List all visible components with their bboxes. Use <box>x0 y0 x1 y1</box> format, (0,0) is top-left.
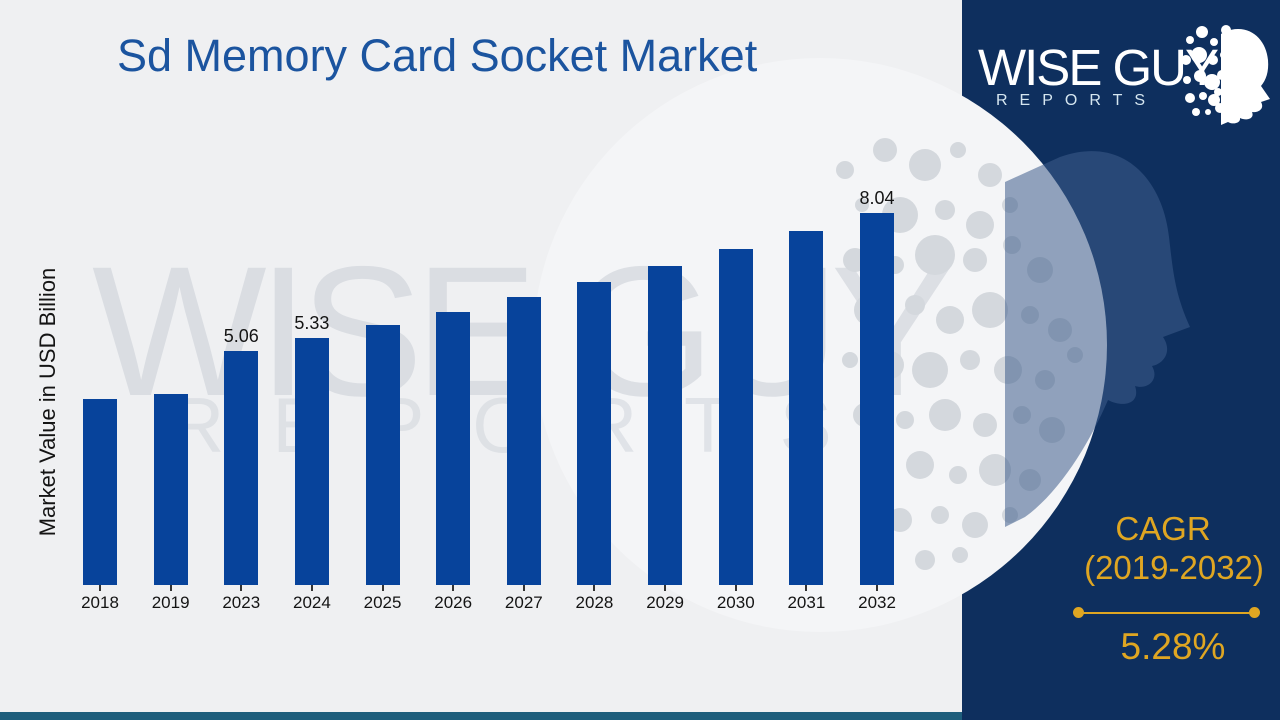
x-tick-label-2019: 2019 <box>151 593 190 612</box>
cagr-label: CAGR <box>1115 510 1211 547</box>
bar-2027 <box>506 297 541 585</box>
x-tick-label-2018: 2018 <box>81 593 119 612</box>
footer-strip <box>0 712 962 720</box>
x-tick-label-2030: 2030 <box>716 593 755 612</box>
x-tick-label-2031: 2031 <box>787 593 826 612</box>
cagr-divider-line <box>1078 612 1255 614</box>
x-tick <box>169 585 172 591</box>
x-tick-label-2032: 2032 <box>858 593 896 612</box>
bar-2032 <box>860 213 895 585</box>
x-tick-label-2029: 2029 <box>646 593 685 612</box>
x-tick <box>664 585 667 591</box>
x-tick <box>381 585 384 591</box>
wiseguy-face-icon <box>1181 25 1270 126</box>
bar-2023 <box>224 351 259 585</box>
panel-face-silhouette-icon <box>1005 151 1190 527</box>
bar-2025 <box>365 325 400 585</box>
bar-2031 <box>789 231 824 585</box>
logo-subtext: REPORTS <box>996 92 1158 109</box>
bar-2030 <box>718 249 753 585</box>
x-tick-label-2027: 2027 <box>504 593 543 612</box>
bar-value-label-2024: 5.33 <box>294 313 330 333</box>
bar-2018 <box>83 399 117 585</box>
bar-2019 <box>153 394 188 585</box>
bar-2024 <box>294 338 329 585</box>
x-tick <box>452 585 455 591</box>
bar-2029 <box>648 266 683 585</box>
x-tick <box>593 585 596 591</box>
x-tick-label-2028: 2028 <box>575 593 614 612</box>
x-tick-label-2026: 2026 <box>434 593 473 612</box>
x-tick-label-2023: 2023 <box>222 593 261 612</box>
x-tick <box>522 585 525 591</box>
cagr-line-right-dot <box>1249 607 1260 618</box>
bar-value-label-2032: 8.04 <box>859 188 895 208</box>
x-tick-label-2025: 2025 <box>363 593 402 612</box>
bar-2028 <box>577 282 612 585</box>
cagr-value: 5.28% <box>1120 626 1226 667</box>
x-tick <box>734 585 737 591</box>
logo-wordmark: WISE GUY <box>978 39 1219 96</box>
bar-2026 <box>436 312 471 585</box>
x-tick <box>876 585 879 591</box>
y-axis-label: Market Value in USD Billion <box>35 267 60 537</box>
cagr-line-left-dot <box>1073 607 1084 618</box>
x-tick <box>310 585 313 591</box>
x-tick <box>805 585 808 591</box>
cagr-range: (2019-2032) <box>1084 549 1264 586</box>
x-tick-label-2024: 2024 <box>292 593 331 612</box>
x-tick <box>99 585 101 591</box>
x-tick <box>240 585 243 591</box>
page-title: Sd Memory Card Socket Market <box>117 30 758 81</box>
bar-value-label-2023: 5.06 <box>223 326 259 346</box>
